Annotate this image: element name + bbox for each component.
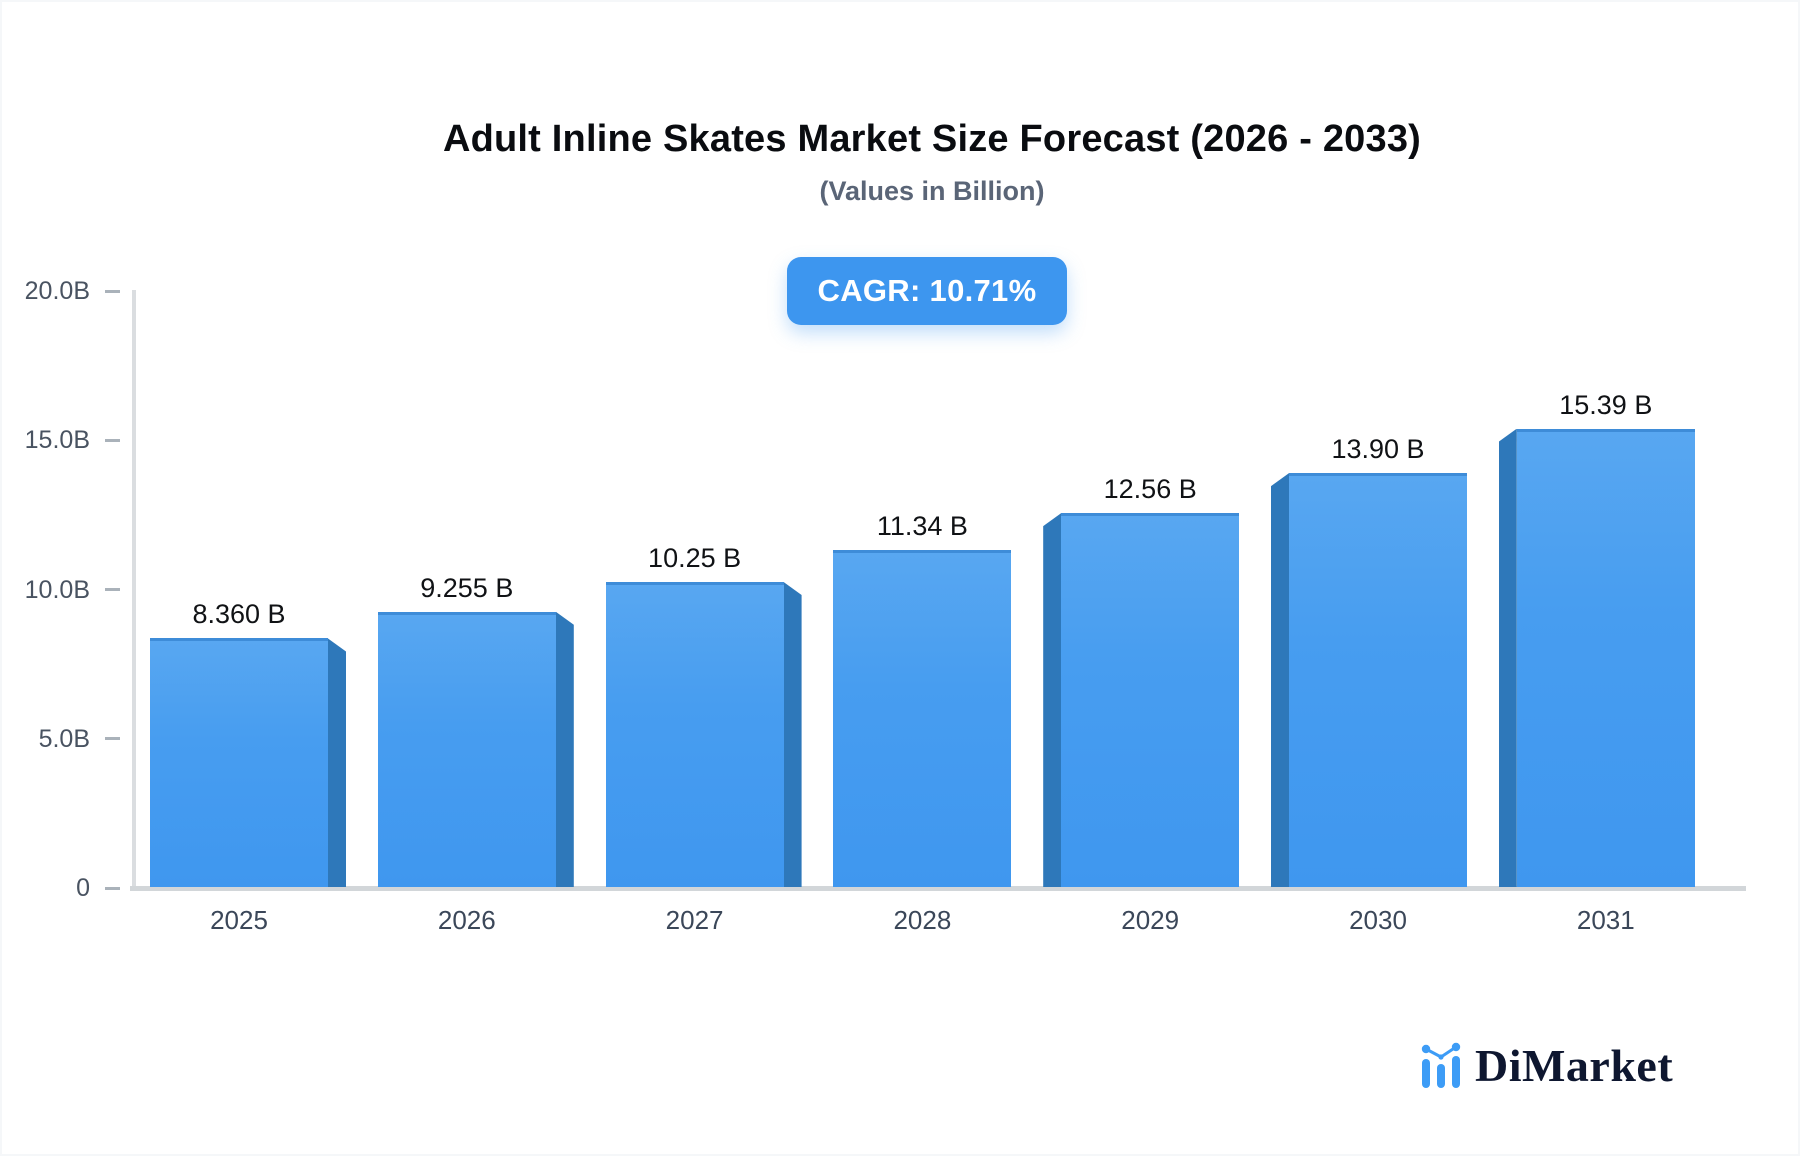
y-tick-mark xyxy=(105,289,120,293)
x-tick-label-2029: 2029 xyxy=(1121,905,1180,935)
x-tick-label-2031: 2031 xyxy=(1576,905,1635,935)
x-tick-label-2030: 2030 xyxy=(1349,905,1407,935)
dimarket-logo-text: DiMarket xyxy=(1475,1040,1674,1091)
cagr-badge: CAGR: 10.71% xyxy=(787,257,1067,325)
dimarket-logo: DiMarket xyxy=(1420,1040,1673,1092)
x-tick-label-2025: 2025 xyxy=(210,905,268,935)
y-tick-label: 5.0B xyxy=(38,724,90,753)
bar-2027[interactable] xyxy=(605,582,784,887)
bar-value-label-2025: 8.360 B xyxy=(192,599,286,630)
y-axis-line xyxy=(132,290,136,887)
bar-value-label-2027: 10.25 B xyxy=(648,543,742,574)
mini-bar-chart-icon xyxy=(1421,1042,1461,1088)
y-tick-mark xyxy=(105,438,120,442)
chart-subtitle: (Values in Billion) xyxy=(819,176,1045,206)
y-tick-mark xyxy=(105,588,120,591)
bar-3d-side-2025 xyxy=(328,638,346,887)
chart-title: Adult Inline Skates Market Size Forecast… xyxy=(442,118,1422,160)
bar-3d-side-2031 xyxy=(1498,428,1517,887)
x-tick-label-2026: 2026 xyxy=(437,905,496,935)
bar-3d-side-2029 xyxy=(1043,513,1062,887)
y-tick-label: 20.0B xyxy=(24,277,90,305)
y-tick-label: 15.0B xyxy=(24,426,90,455)
bar-value-label-2029: 12.56 B xyxy=(1103,474,1197,505)
bar-2030[interactable] xyxy=(1289,473,1467,887)
bar-3d-side-2026 xyxy=(555,611,574,887)
bar-2029[interactable] xyxy=(1061,513,1240,887)
bar-2025[interactable] xyxy=(150,638,328,887)
bar-2028[interactable] xyxy=(833,549,1012,887)
x-axis-line xyxy=(130,886,1746,891)
bar-3d-side-2027 xyxy=(783,582,802,887)
cagr-badge-label: CAGR: 10.71% xyxy=(817,273,1037,308)
y-tick-mark xyxy=(105,886,120,890)
y-tick-mark xyxy=(105,737,120,741)
bar-2026[interactable] xyxy=(377,611,556,887)
bar-value-label-2031: 15.39 B xyxy=(1559,389,1653,420)
x-tick-label-2028: 2028 xyxy=(893,905,952,935)
y-tick-label: 0 xyxy=(76,874,90,902)
bar-2031[interactable] xyxy=(1516,428,1695,887)
bar-value-label-2030: 13.90 B xyxy=(1331,434,1425,465)
bar-value-label-2028: 11.34 B xyxy=(876,510,968,541)
bar-value-label-2026: 9.255 B xyxy=(420,572,514,603)
bar-3d-side-2030 xyxy=(1271,473,1289,887)
x-tick-label-2027: 2027 xyxy=(665,905,724,935)
y-tick-label: 10.0B xyxy=(24,575,90,604)
